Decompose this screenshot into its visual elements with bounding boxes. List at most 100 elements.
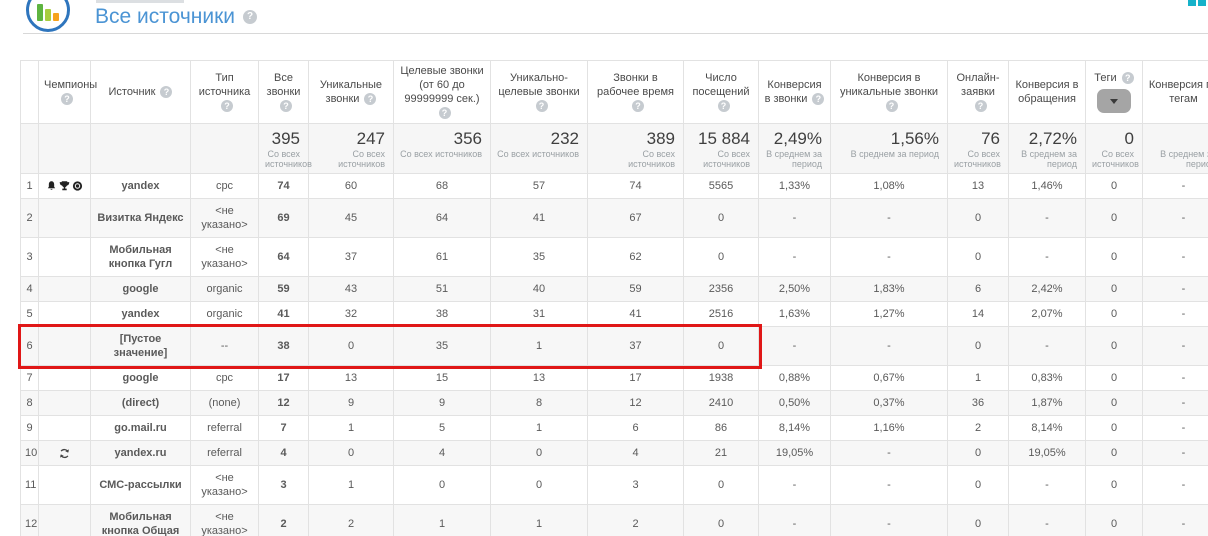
col-header-conversion-unique-calls[interactable]: Конверсия в уникальные звонки: [830, 60, 948, 124]
all-calls-link[interactable]: 69: [258, 198, 309, 238]
unique-calls-value: 13: [308, 365, 394, 391]
conversion-unique-calls-value: -: [830, 440, 948, 466]
chart-bar-green: [37, 4, 43, 21]
all-calls-link[interactable]: 59: [258, 276, 309, 302]
conversion-calls-value: 0,50%: [758, 390, 831, 416]
unique-target-calls-value: 35: [490, 237, 588, 277]
col-label: Конверсия в звонки: [764, 79, 822, 105]
col-header-source[interactable]: Источник: [90, 60, 191, 124]
all-calls-link[interactable]: 12: [258, 390, 309, 416]
col-header-visits[interactable]: Число посещений: [683, 60, 759, 124]
source-link[interactable]: google: [90, 276, 191, 302]
summary-empty: [38, 123, 91, 174]
summary-conversion-calls: 2,49% В среднем за период: [758, 123, 831, 174]
help-icon[interactable]: [221, 100, 233, 113]
help-icon[interactable]: [632, 100, 644, 113]
target-calls-value: 1: [393, 504, 491, 536]
conversion-unique-calls-value: -: [830, 465, 948, 505]
visits-value: 5565: [683, 173, 759, 199]
tags-value: 0: [1085, 390, 1143, 416]
table-row: 4 google organic 59 43 51 40 59 2356 2,5…: [20, 276, 1208, 302]
all-calls-link[interactable]: 3: [258, 465, 309, 505]
help-icon[interactable]: [438, 107, 451, 120]
tags-value: 0: [1085, 198, 1143, 238]
help-icon[interactable]: [974, 100, 987, 113]
table-row: 1 yandex cpc 74 60 68 57 74 5565 1,33% 1…: [20, 173, 1208, 199]
title-help-icon[interactable]: [243, 10, 258, 25]
all-calls-link[interactable]: 74: [258, 173, 309, 199]
source-link[interactable]: Мобильная кнопка Общая: [90, 504, 191, 536]
col-header-work-hours-calls[interactable]: Звонки в рабочее время: [587, 60, 684, 124]
help-icon[interactable]: [61, 93, 73, 106]
col-header-tags[interactable]: Теги: [1085, 60, 1143, 124]
col-header-source-type[interactable]: Тип источника: [190, 60, 259, 124]
source-link[interactable]: yandex: [90, 173, 191, 199]
col-header-conversion-tags[interactable]: Конверсия по тегам: [1142, 60, 1208, 124]
source-type-value: cpc: [190, 173, 259, 199]
source-link[interactable]: yandex: [90, 301, 191, 327]
col-header-conversion-calls[interactable]: Конверсия в звонки: [758, 60, 831, 124]
summary-tags: 0 Со всех источников: [1085, 123, 1143, 174]
online-leads-value: 1: [947, 365, 1009, 391]
corner-widget-icon[interactable]: [1188, 0, 1206, 6]
col-label: Уникальные звонки: [319, 79, 383, 105]
row-number: 10: [20, 440, 39, 466]
source-link[interactable]: [Пустое значение]: [90, 326, 191, 366]
table-header-row: Чемпионы Источник Тип источника Все звон…: [20, 60, 1208, 124]
source-link[interactable]: yandex.ru: [90, 440, 191, 466]
online-leads-value: 0: [947, 465, 1009, 505]
visits-value: 0: [683, 465, 759, 505]
col-header-conversion-inquiries[interactable]: Конверсия в обращения: [1008, 60, 1086, 124]
champions-cell: [38, 237, 91, 277]
all-calls-link[interactable]: 4: [258, 440, 309, 466]
all-calls-link[interactable]: 2: [258, 504, 309, 536]
visits-value: 86: [683, 415, 759, 441]
tags-value: 0: [1085, 365, 1143, 391]
source-link[interactable]: google: [90, 365, 191, 391]
all-calls-link[interactable]: 7: [258, 415, 309, 441]
row-number: 3: [20, 237, 39, 277]
help-icon[interactable]: [280, 100, 292, 113]
help-icon[interactable]: [885, 100, 898, 113]
online-leads-value: 14: [947, 301, 1009, 327]
page-title: Все источники: [95, 5, 258, 29]
source-link[interactable]: (direct): [90, 390, 191, 416]
tags-filter-dropdown[interactable]: [1097, 89, 1131, 113]
source-link[interactable]: СМС-рассылки: [90, 465, 191, 505]
conversion-unique-calls-value: -: [830, 504, 948, 536]
refresh-icon[interactable]: [58, 447, 71, 460]
summary-row: 395 Со всех источников 247 Со всех источни…: [20, 123, 1208, 174]
source-link[interactable]: go.mail.ru: [90, 415, 191, 441]
source-link[interactable]: Мобильная кнопка Гугл: [90, 237, 191, 277]
conversion-inquiries-value: 0,83%: [1008, 365, 1086, 391]
unique-target-calls-value: 0: [490, 440, 588, 466]
conversion-tags-value: -: [1142, 440, 1208, 466]
target-calls-value: 9: [393, 390, 491, 416]
help-icon[interactable]: [1121, 72, 1134, 85]
target-calls-value: 64: [393, 198, 491, 238]
col-header-all-calls[interactable]: Все звонки: [258, 60, 309, 124]
conversion-unique-calls-value: 1,16%: [830, 415, 948, 441]
col-header-online-leads[interactable]: Онлайн-заявки: [947, 60, 1009, 124]
help-icon[interactable]: [364, 93, 377, 106]
all-calls-link[interactable]: 41: [258, 301, 309, 327]
target-calls-value: 61: [393, 237, 491, 277]
conversion-tags-value: -: [1142, 326, 1208, 366]
col-header-unique-target-calls[interactable]: Уникально-целевые звонки: [490, 60, 588, 124]
col-header-champions[interactable]: Чемпионы: [38, 60, 97, 124]
all-calls-link[interactable]: 38: [258, 326, 309, 366]
help-icon[interactable]: [160, 86, 173, 99]
all-calls-link[interactable]: 64: [258, 237, 309, 277]
col-header-target-calls[interactable]: Целевые звонки (от 60 до 99999999 сек.): [393, 60, 491, 124]
online-leads-value: 6: [947, 276, 1009, 302]
table-row: 3 Мобильная кнопка Гугл <не указано> 64 …: [20, 237, 1208, 277]
help-icon[interactable]: [535, 100, 548, 113]
source-type-value: (none): [190, 390, 259, 416]
help-icon[interactable]: [717, 100, 730, 113]
tags-value: 0: [1085, 415, 1143, 441]
source-link[interactable]: Визитка Яндекс: [90, 198, 191, 238]
work-hours-calls-value: 41: [587, 301, 684, 327]
help-icon[interactable]: [812, 93, 825, 106]
col-header-unique-calls[interactable]: Уникальные звонки: [308, 60, 394, 124]
all-calls-link[interactable]: 17: [258, 365, 309, 391]
